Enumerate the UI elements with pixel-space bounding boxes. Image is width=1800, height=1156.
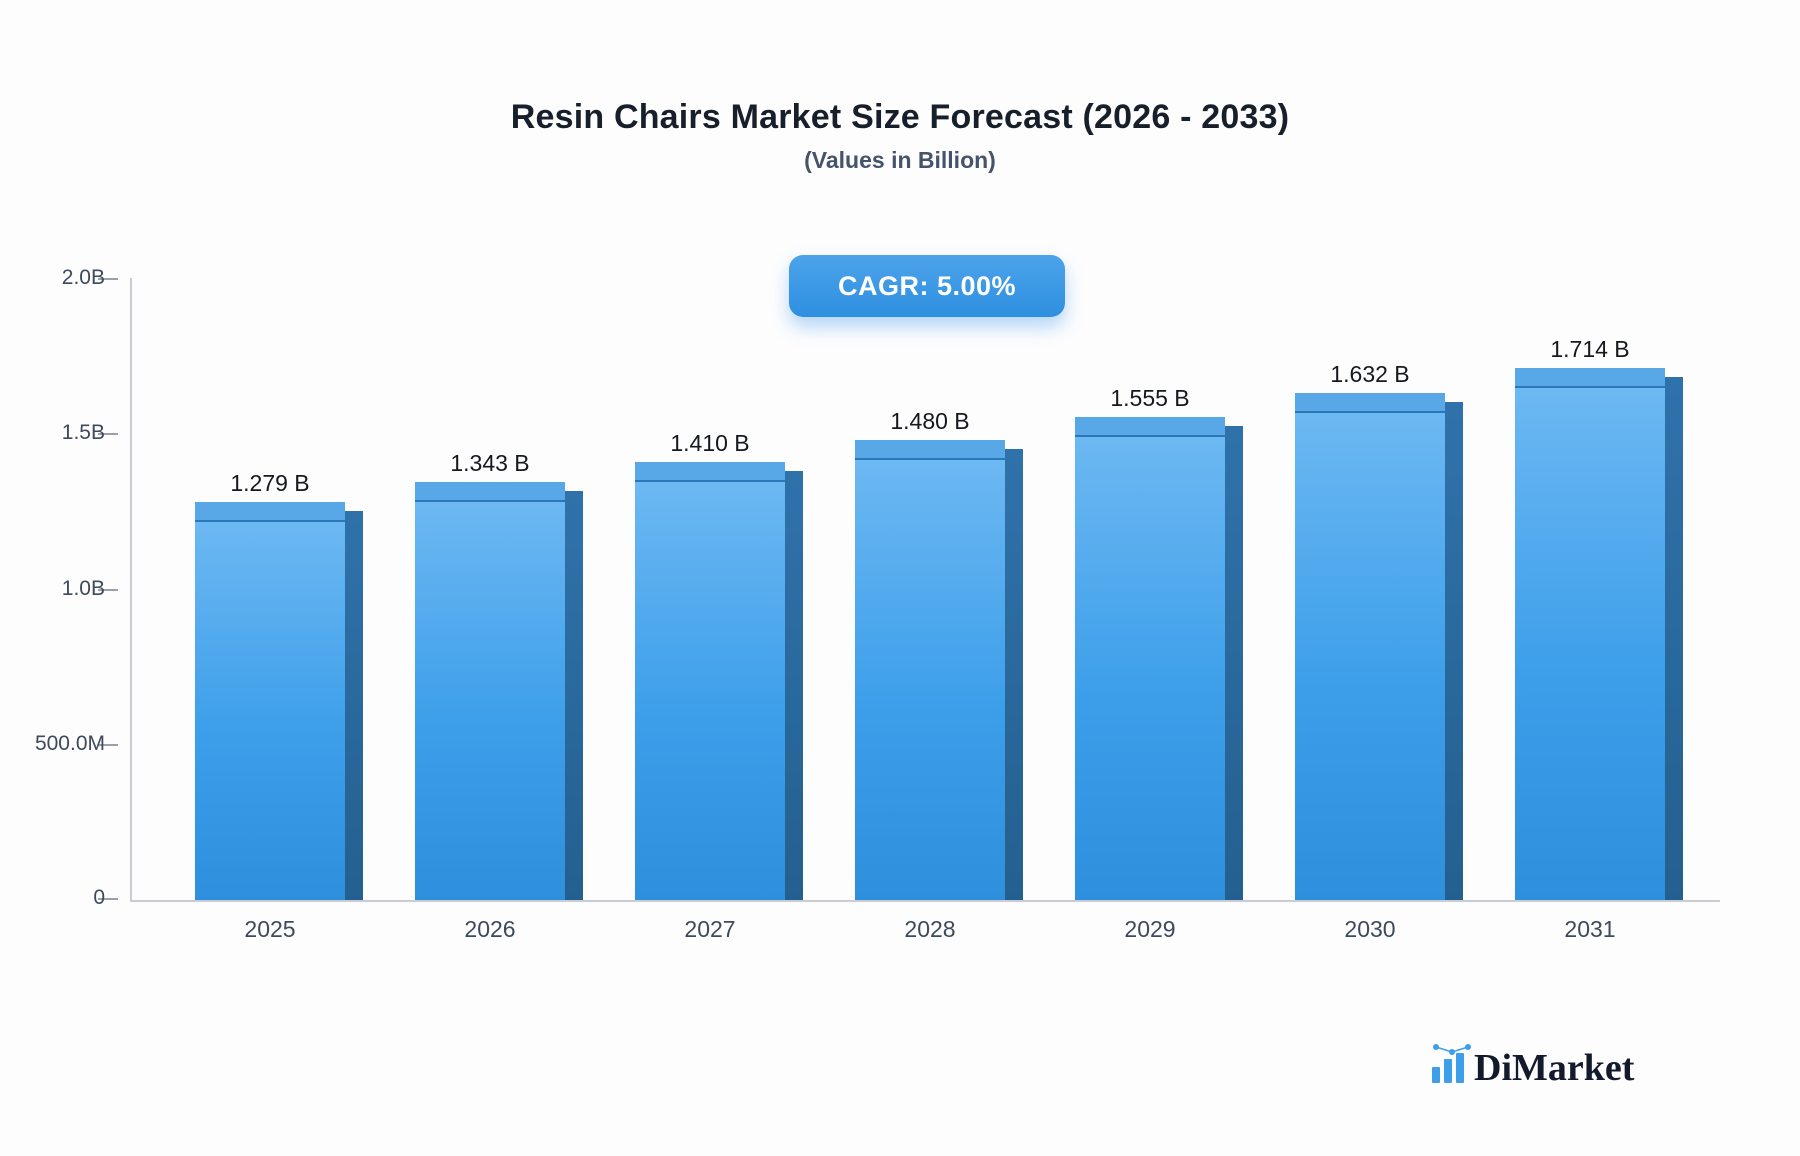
x-tick-label-4: 2029 xyxy=(1075,916,1225,943)
bar-slot-0[interactable]: 1.279 B 2025 xyxy=(160,278,380,900)
y-tick-label-4: 2.0B xyxy=(10,266,105,290)
x-tick-label-3: 2028 xyxy=(855,916,1005,943)
chart-title: Resin Chairs Market Size Forecast (2026 … xyxy=(0,98,1800,137)
logo-icon xyxy=(1432,1053,1464,1083)
brand-name: DiMarket xyxy=(1474,1046,1634,1090)
bar-slot-4[interactable]: 1.555 B 2029 xyxy=(1040,278,1260,900)
bar-value-label-2: 1.410 B xyxy=(635,430,785,457)
bar-value-label-1: 1.343 B xyxy=(415,450,565,477)
brand-logo: DiMarket xyxy=(1432,1046,1634,1090)
bar-slot-3[interactable]: 1.480 B 2028 xyxy=(820,278,1040,900)
bar-slot-2[interactable]: 1.410 B 2027 xyxy=(600,278,820,900)
logo-icon-dots xyxy=(1432,1043,1492,1053)
bar-value-label-6: 1.714 B xyxy=(1515,336,1665,363)
chart-page: Resin Chairs Market Size Forecast (2026 … xyxy=(0,0,1800,1156)
x-tick-label-2: 2027 xyxy=(635,916,785,943)
chart-subtitle: (Values in Billion) xyxy=(0,147,1800,174)
bar-value-label-5: 1.632 B xyxy=(1295,361,1445,388)
bars-row: 1.279 B 2025 1.343 B 2026 1.410 xyxy=(160,278,1700,900)
x-axis-line xyxy=(130,900,1720,902)
bar-value-label-3: 1.480 B xyxy=(855,408,1005,435)
x-tick-label-6: 2031 xyxy=(1515,916,1665,943)
bar-slot-1[interactable]: 1.343 B 2026 xyxy=(380,278,600,900)
plot-area: 0 500.0M 1.0B 1.5B 2.0B 1.279 B 2025 xyxy=(130,278,1720,900)
y-axis-line xyxy=(130,278,132,900)
x-tick-label-5: 2030 xyxy=(1295,916,1445,943)
bar-value-label-0: 1.279 B xyxy=(195,470,345,497)
x-tick-label-1: 2026 xyxy=(415,916,565,943)
y-tick-label-3: 1.5B xyxy=(10,421,105,445)
y-tick-label-2: 1.0B xyxy=(10,577,105,601)
bar-slot-5[interactable]: 1.632 B 2030 xyxy=(1260,278,1480,900)
y-tick-label-1: 500.0M xyxy=(10,732,105,756)
title-block: Resin Chairs Market Size Forecast (2026 … xyxy=(0,98,1800,174)
bar-value-label-4: 1.555 B xyxy=(1075,385,1225,412)
y-tick-label-0: 0 xyxy=(10,886,105,910)
bar-slot-6[interactable]: 1.714 B 2031 xyxy=(1480,278,1700,900)
x-tick-label-0: 2025 xyxy=(195,916,345,943)
